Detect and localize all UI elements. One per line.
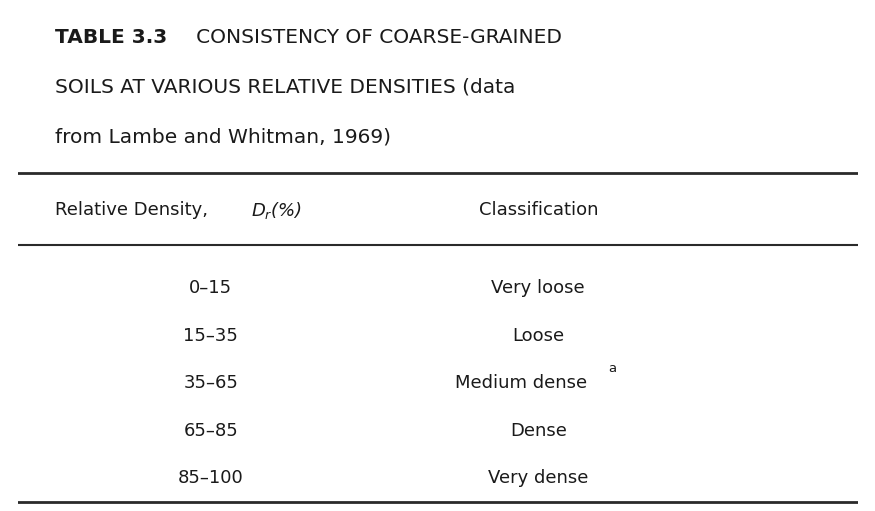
Text: TABLE 3.3: TABLE 3.3 <box>55 28 167 47</box>
Text: CONSISTENCY OF COARSE-GRAINED: CONSISTENCY OF COARSE-GRAINED <box>177 28 562 47</box>
Text: Relative Density,: Relative Density, <box>55 201 214 219</box>
Text: Medium dense: Medium dense <box>456 374 588 392</box>
Text: SOILS AT VARIOUS RELATIVE DENSITIES (data: SOILS AT VARIOUS RELATIVE DENSITIES (dat… <box>55 78 515 97</box>
Text: 65–85: 65–85 <box>184 422 238 440</box>
Text: from Lambe and Whitman, 1969): from Lambe and Whitman, 1969) <box>55 128 391 147</box>
Text: a: a <box>608 362 616 375</box>
Text: 15–35: 15–35 <box>183 327 238 344</box>
Text: Loose: Loose <box>512 327 564 344</box>
Text: 0–15: 0–15 <box>189 279 232 297</box>
Text: Very loose: Very loose <box>492 279 585 297</box>
Text: 85–100: 85–100 <box>178 469 243 487</box>
Text: Very dense: Very dense <box>488 469 589 487</box>
Text: 35–65: 35–65 <box>183 374 238 392</box>
Text: $D_r$(%): $D_r$(%) <box>251 200 302 221</box>
Text: Dense: Dense <box>510 422 567 440</box>
Text: Classification: Classification <box>479 201 598 219</box>
